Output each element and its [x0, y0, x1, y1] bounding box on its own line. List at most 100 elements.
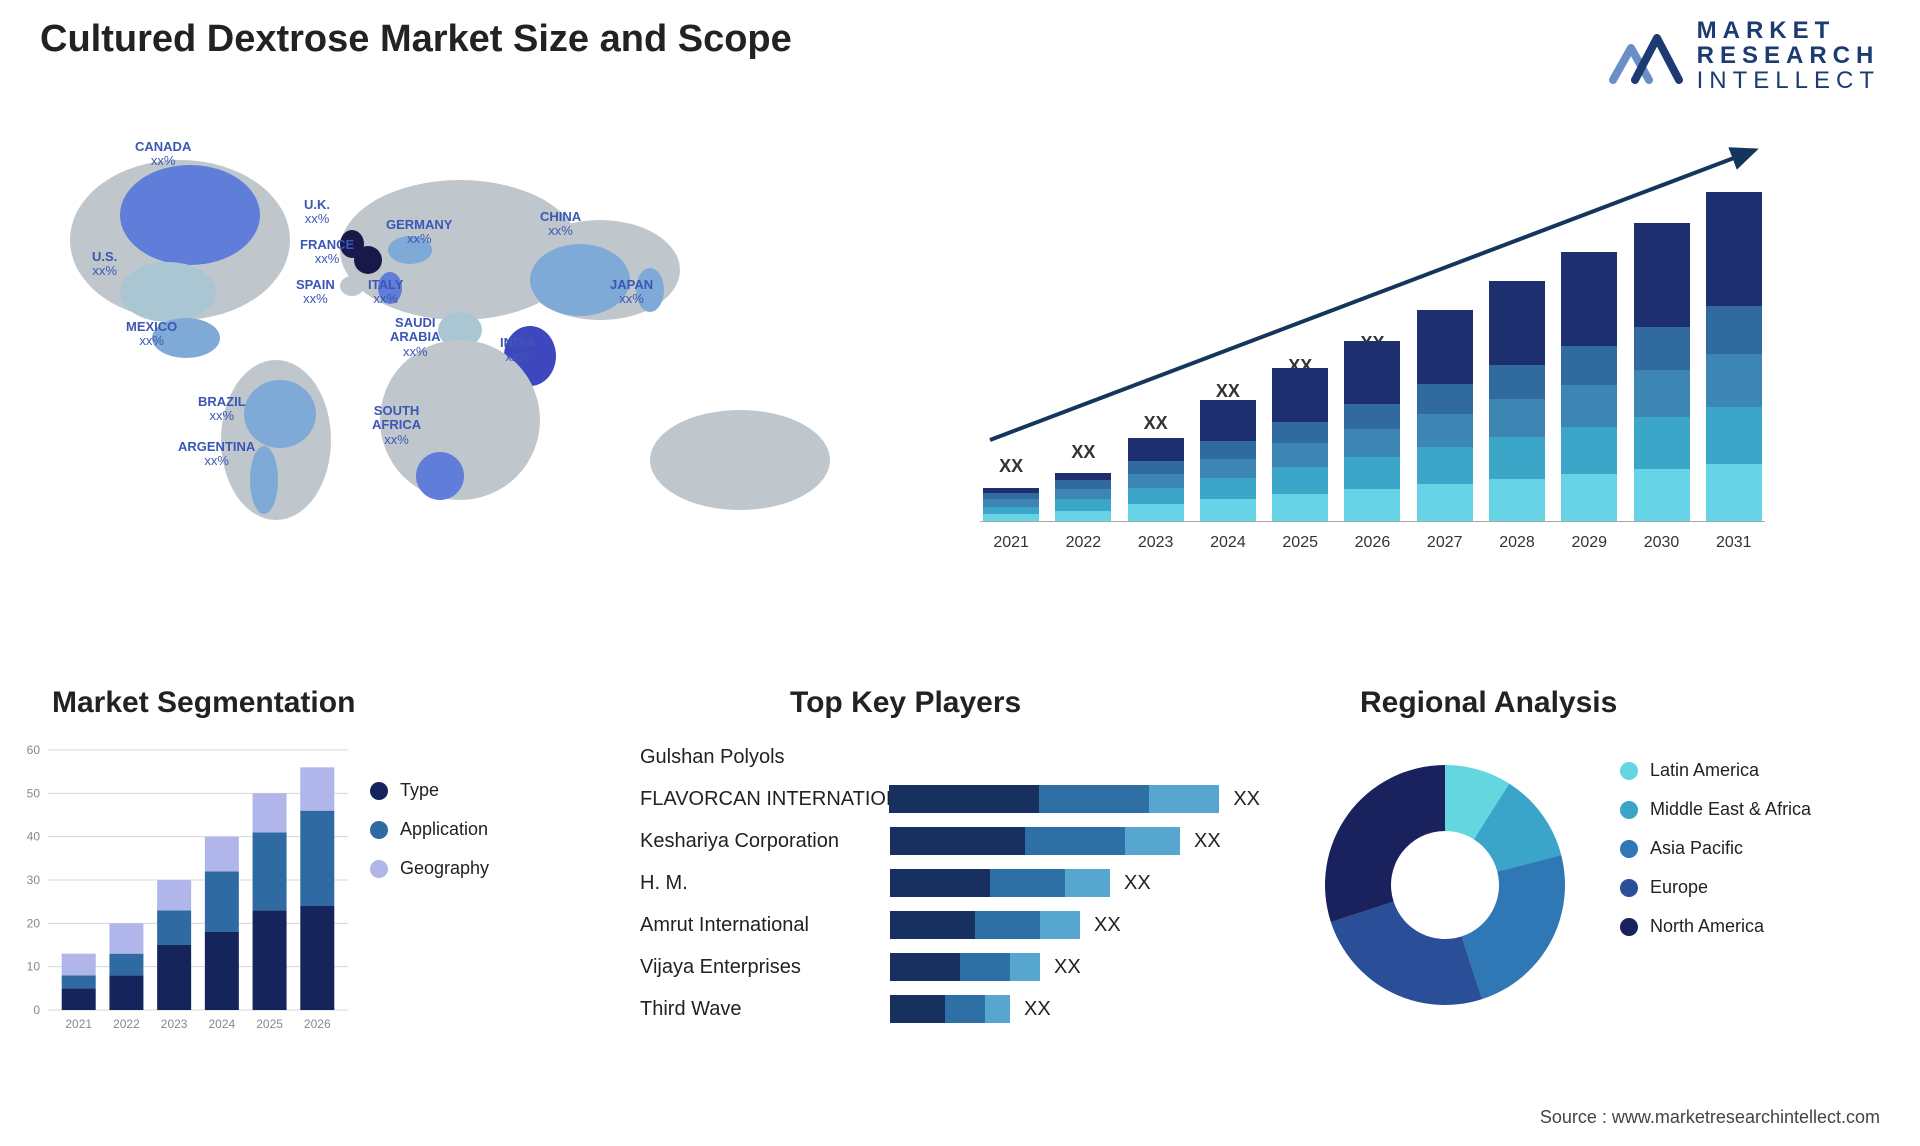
logo-line3: INTELLECT — [1697, 68, 1880, 93]
main-bar-2021 — [980, 488, 1042, 522]
svg-text:40: 40 — [27, 830, 41, 844]
main-bar-year-2027: 2027 — [1414, 534, 1476, 552]
logo-text: MARKET RESEARCH INTELLECT — [1697, 18, 1880, 94]
legend-label: North America — [1650, 916, 1764, 937]
map-label-u-k-: U.K.xx% — [304, 198, 330, 227]
main-bar-year-2021: 2021 — [980, 534, 1042, 552]
seg-legend-application: Application — [370, 819, 570, 840]
market-size-chart: XXXXXXXXXXXXXXXXXXXXXX 20212022202320242… — [980, 140, 1765, 570]
main-bar-year-2031: 2031 — [1703, 534, 1765, 552]
main-bar-year-2024: 2024 — [1197, 534, 1259, 552]
map-label-germany: GERMANYxx% — [386, 218, 452, 247]
main-bar-2028 — [1486, 281, 1548, 522]
seg-legend-geography: Geography — [370, 858, 570, 879]
main-bar-2029 — [1558, 252, 1620, 522]
svg-text:60: 60 — [27, 743, 41, 757]
main-bar-year-2022: 2022 — [1052, 534, 1114, 552]
map-label-u-s-: U.S.xx% — [92, 250, 117, 279]
kp-row-flavorcan-international: FLAVORCAN INTERNATIONALXX — [640, 778, 1260, 820]
map-label-india: INDIAxx% — [500, 336, 535, 365]
chart-baseline — [980, 521, 1765, 522]
region-legend-north-america: North America — [1620, 916, 1870, 937]
segmentation-chart: 0 10 20 30 40 50 60 2021 2022 2023 2024 2025 2026 — [10, 740, 360, 1050]
kp-name: Keshariya Corporation — [640, 830, 890, 853]
kp-value: XX — [1194, 830, 1221, 853]
key-players-heading: Top Key Players — [790, 686, 1021, 720]
legend-swatch-icon — [1620, 801, 1638, 819]
legend-label: Asia Pacific — [1650, 838, 1743, 859]
kp-row-h-m-: H. M. XX — [640, 862, 1260, 904]
kp-row-third-wave: Third Wave XX — [640, 988, 1260, 1030]
segmentation-heading: Market Segmentation — [52, 686, 355, 720]
map-label-italy: ITALYxx% — [368, 278, 403, 307]
map-label-canada: CANADAxx% — [135, 140, 191, 169]
svg-text:10: 10 — [27, 960, 41, 974]
region-legend-latin-america: Latin America — [1620, 760, 1870, 781]
map-label-argentina: ARGENTINAxx% — [178, 440, 255, 469]
main-bar-2025 — [1269, 368, 1331, 522]
main-bar-2026 — [1341, 341, 1403, 522]
legend-label: Type — [400, 780, 439, 801]
legend-swatch-icon — [370, 782, 388, 800]
kp-row-vijaya-enterprises: Vijaya Enterprises XX — [640, 946, 1260, 988]
main-bar-year-2030: 2030 — [1630, 534, 1692, 552]
key-players-chart: Gulshan PolyolsFLAVORCAN INTERNATIONALXX… — [640, 736, 1260, 1066]
segmentation-legend: Type Application Geography — [370, 780, 570, 897]
map-label-spain: SPAINxx% — [296, 278, 335, 307]
svg-text:0: 0 — [33, 1003, 40, 1017]
legend-swatch-icon — [1620, 840, 1638, 858]
svg-text:50: 50 — [27, 786, 41, 800]
main-bar-year-2029: 2029 — [1558, 534, 1620, 552]
kp-name: Third Wave — [640, 998, 890, 1021]
kp-name: Amrut International — [640, 914, 890, 937]
map-label-south-africa: SOUTHAFRICAxx% — [372, 404, 421, 447]
kp-value: XX — [1054, 956, 1081, 979]
main-bar-year-2026: 2026 — [1341, 534, 1403, 552]
regional-donut-chart — [1300, 740, 1590, 1030]
map-label-saudi-arabia: SAUDIARABIAxx% — [390, 316, 441, 359]
legend-swatch-icon — [1620, 762, 1638, 780]
kp-value: XX — [1024, 998, 1051, 1021]
map-label-france: FRANCExx% — [300, 238, 354, 267]
main-bar-year-2025: 2025 — [1269, 534, 1331, 552]
regional-heading: Regional Analysis — [1360, 686, 1617, 720]
legend-swatch-icon — [370, 821, 388, 839]
kp-name-only-top: Gulshan Polyols — [640, 736, 1260, 778]
legend-label: Middle East & Africa — [1650, 799, 1811, 820]
svg-text:2023: 2023 — [161, 1017, 188, 1031]
svg-text:2021: 2021 — [65, 1017, 92, 1031]
logo-line1: MARKET — [1697, 18, 1880, 43]
main-bar-2024 — [1197, 400, 1259, 522]
main-bar-2027 — [1414, 310, 1476, 522]
kp-value: XX — [1233, 788, 1260, 811]
svg-text:2026: 2026 — [304, 1017, 331, 1031]
svg-text:30: 30 — [27, 873, 41, 887]
kp-row-keshariya-corporation: Keshariya Corporation XX — [640, 820, 1260, 862]
region-legend-asia-pacific: Asia Pacific — [1620, 838, 1870, 859]
logo-mark-icon — [1609, 28, 1683, 84]
map-label-brazil: BRAZILxx% — [198, 395, 246, 424]
kp-name: Vijaya Enterprises — [640, 956, 890, 979]
legend-label: Latin America — [1650, 760, 1759, 781]
svg-text:20: 20 — [27, 916, 41, 930]
map-label-china: CHINAxx% — [540, 210, 581, 239]
world-map: CANADAxx%U.S.xx%MEXICOxx%BRAZILxx%ARGENT… — [40, 120, 920, 540]
main-bar-2022 — [1052, 473, 1114, 522]
logo-line2: RESEARCH — [1697, 43, 1880, 68]
main-bar-year-2028: 2028 — [1486, 534, 1548, 552]
svg-text:2025: 2025 — [256, 1017, 283, 1031]
svg-text:2022: 2022 — [113, 1017, 140, 1031]
main-bar-2023 — [1125, 438, 1187, 522]
svg-text:2024: 2024 — [209, 1017, 236, 1031]
kp-value: XX — [1094, 914, 1121, 937]
region-legend-europe: Europe — [1620, 877, 1870, 898]
kp-value: XX — [1124, 872, 1151, 895]
seg-legend-type: Type — [370, 780, 570, 801]
main-bar-2031 — [1703, 192, 1765, 522]
legend-label: Geography — [400, 858, 489, 879]
map-label-japan: JAPANxx% — [610, 278, 653, 307]
legend-swatch-icon — [1620, 879, 1638, 897]
kp-name: H. M. — [640, 872, 890, 895]
legend-swatch-icon — [370, 860, 388, 878]
legend-label: Application — [400, 819, 488, 840]
